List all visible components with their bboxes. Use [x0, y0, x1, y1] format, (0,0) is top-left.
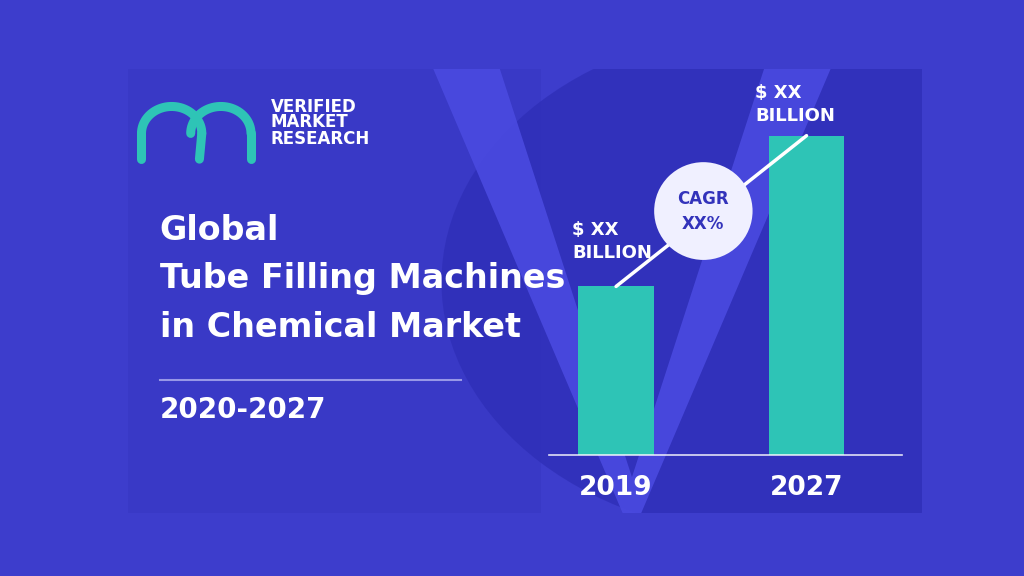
- Text: Global: Global: [160, 214, 280, 247]
- Text: $ XX
BILLION: $ XX BILLION: [572, 221, 652, 262]
- Ellipse shape: [654, 162, 753, 260]
- Text: CAGR
XX%: CAGR XX%: [678, 190, 729, 233]
- Polygon shape: [430, 60, 835, 535]
- Polygon shape: [128, 69, 541, 513]
- Ellipse shape: [441, 27, 1024, 537]
- Bar: [769, 136, 844, 455]
- Text: Tube Filling Machines: Tube Filling Machines: [160, 262, 565, 295]
- Text: in Chemical Market: in Chemical Market: [160, 311, 521, 344]
- Text: MARKET: MARKET: [270, 113, 348, 131]
- Text: 2019: 2019: [580, 475, 653, 501]
- Text: VERIFIED: VERIFIED: [270, 98, 356, 116]
- Text: $ XX
BILLION: $ XX BILLION: [755, 84, 835, 124]
- Text: 2027: 2027: [770, 475, 844, 501]
- Text: 2020-2027: 2020-2027: [160, 396, 327, 424]
- Text: RESEARCH: RESEARCH: [270, 130, 370, 147]
- Bar: [579, 286, 653, 455]
